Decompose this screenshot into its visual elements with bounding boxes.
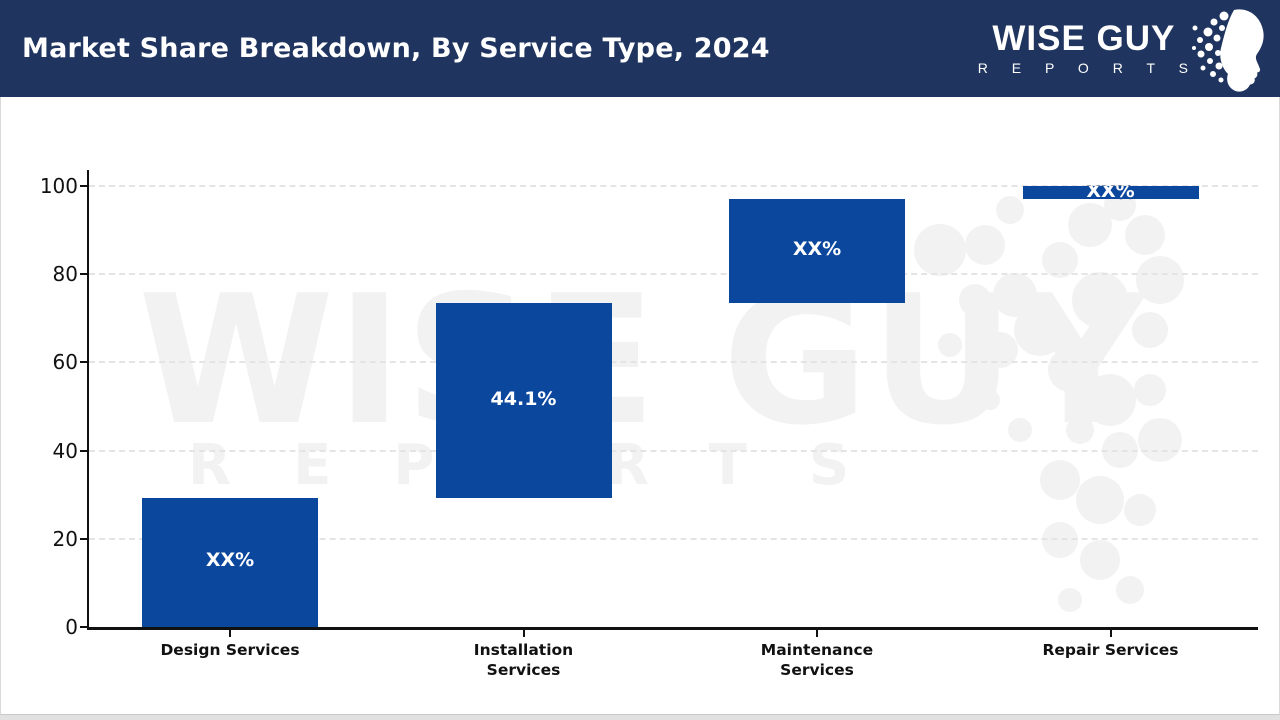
bar-label: XX% (1086, 186, 1135, 200)
logo-wordmark: WISE GUY (992, 19, 1176, 58)
y-axis-line (87, 170, 89, 629)
logo-face-icon (1192, 8, 1264, 92)
y-tick-40 (80, 449, 88, 452)
x-tick-1 (229, 629, 231, 637)
bar-maintenance-services: XX%XX% (729, 199, 905, 304)
x-tick-label-4: Repair Services (1001, 640, 1221, 660)
gridline-20 (89, 537, 1258, 540)
bar-design-services: XX%XX% (142, 497, 318, 627)
header-bar: Market Share Breakdown, By Service Type,… (0, 0, 1280, 97)
bar-label: 44.1% (490, 387, 557, 410)
bar-fill: XX% (1022, 186, 1199, 200)
logo-text: WISE GUY R E P O R T S (970, 19, 1198, 77)
y-tick-80 (80, 273, 88, 276)
bar-label: XX% (792, 238, 842, 261)
wise-guy-reports-logo: WISE GUY R E P O R T S (970, 6, 1266, 92)
y-tick-label-80: 80 (52, 262, 78, 287)
bottom-strip (0, 715, 1280, 720)
x-tick-label-line: Design Services (160, 641, 300, 659)
gridline-60 (89, 361, 1258, 364)
x-tick-label-3: Maintenance Services (707, 640, 927, 680)
x-tick-label-line: Maintenance (760, 641, 874, 659)
bar-fill: 44.1% (435, 303, 612, 498)
x-tick-2 (522, 629, 525, 637)
y-tick-60 (80, 361, 88, 364)
y-tick-label-60: 60 (52, 350, 78, 375)
bar-repair-services: XX%XX% (1022, 182, 1199, 204)
bar-installation-services: 44.1%44.1% (435, 303, 612, 498)
y-tick-label-0: 0 (65, 615, 78, 639)
page-title: Market Share Breakdown, By Service Type,… (22, 33, 770, 64)
x-tick-label-line: Repair Services (1042, 641, 1179, 659)
x-tick-label-line: Installation (473, 641, 574, 659)
logo-subtitle: R E P O R T S (977, 60, 1198, 76)
bar-label: XX% (205, 549, 255, 572)
y-tick-label-40: 40 (52, 438, 78, 463)
x-axis-line (87, 627, 1258, 630)
x-tick-label-2: Installation Services (414, 640, 634, 680)
y-tick-label-20: 20 (52, 526, 78, 551)
gridline-100 (89, 185, 1258, 187)
x-tick-label-1: Design Services (120, 640, 340, 660)
bar-fill: XX% (142, 497, 318, 627)
x-tick-label-line: Services (780, 661, 854, 679)
x-tick-label-line: Services (486, 661, 561, 679)
x-tick-3 (816, 629, 818, 637)
gridline-40 (89, 449, 1258, 452)
y-tick-100 (80, 185, 88, 187)
bar-fill: XX% (729, 199, 905, 304)
y-tick-label-100: 100 (39, 174, 78, 198)
gridline-80 (89, 273, 1258, 276)
y-tick-20 (80, 537, 88, 540)
y-tick-0 (80, 626, 88, 628)
x-tick-4 (1109, 629, 1112, 637)
